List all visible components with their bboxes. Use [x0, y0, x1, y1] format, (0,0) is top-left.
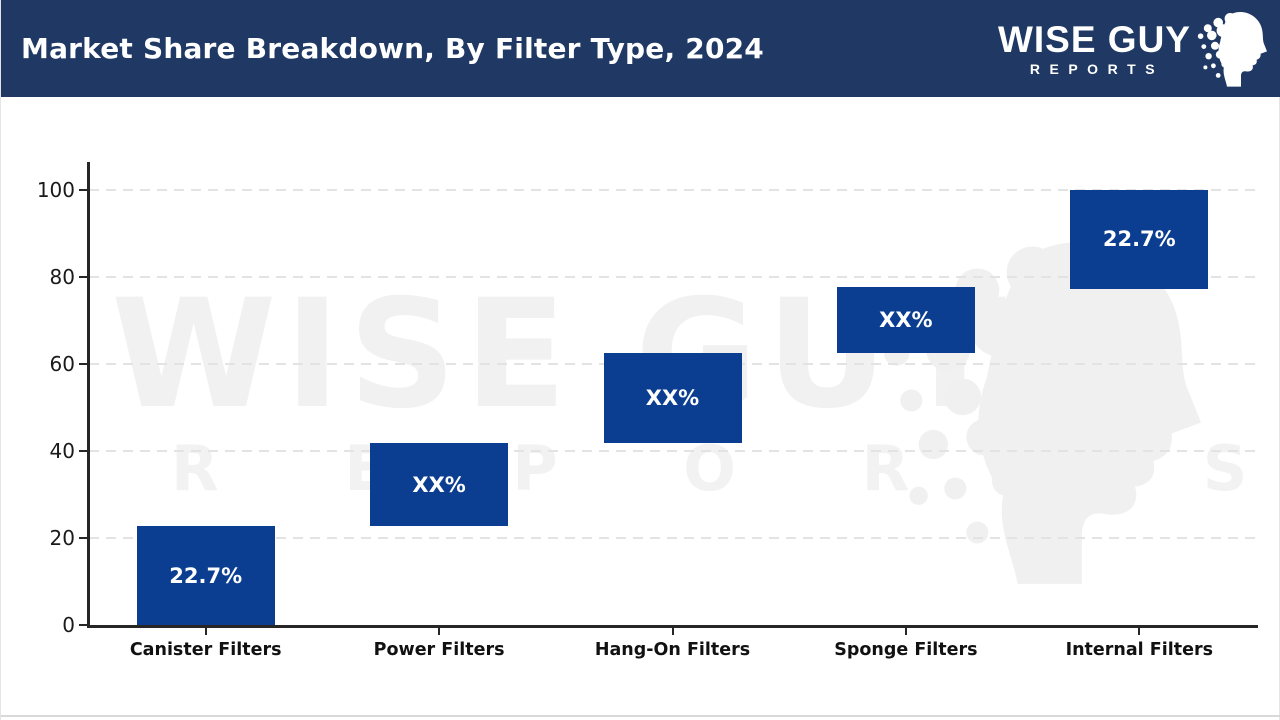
bar-canister-filters: 22.7%	[136, 526, 275, 625]
gridline-20	[89, 537, 1256, 539]
logo-text-block: WISE GUY REPORTS	[998, 21, 1191, 77]
category-label-4: Internal Filters	[1065, 640, 1214, 660]
x-tick-mark-2	[671, 628, 674, 635]
y-tick-mark-100	[79, 189, 87, 191]
category-label-0: Canister Filters	[129, 640, 282, 660]
x-tick-mark-3	[904, 628, 907, 635]
bar-value-label: 22.7%	[169, 563, 243, 588]
y-tick-label-100: 100	[36, 178, 75, 202]
x-axis-line	[87, 625, 1258, 628]
category-label-2: Hang-On Filters	[594, 640, 751, 660]
y-tick-mark-60	[79, 363, 87, 365]
y-tick-label-60: 60	[49, 352, 75, 376]
header: Market Share Breakdown, By Filter Type, …	[1, 0, 1280, 97]
gridline-40	[89, 450, 1256, 452]
gridline-80	[89, 276, 1256, 278]
logo-subtext: REPORTS	[1029, 61, 1165, 77]
bar-value-label: XX%	[412, 472, 466, 497]
bar-hang-on-filters: XX%	[603, 353, 742, 444]
x-tick-mark-1	[438, 628, 441, 635]
x-tick-mark-4	[1138, 628, 1141, 635]
y-tick-label-0: 0	[62, 613, 75, 637]
bar-value-label: 22.7%	[1102, 227, 1176, 252]
y-tick-label-40: 40	[49, 439, 75, 463]
wiseguy-logo: WISE GUY REPORTS	[998, 4, 1267, 94]
bar-power-filters: XX%	[370, 443, 509, 527]
bar-value-label: XX%	[645, 386, 700, 411]
category-label-3: Sponge Filters	[834, 640, 978, 660]
category-label-1: Power Filters	[373, 640, 505, 660]
y-tick-mark-80	[79, 276, 87, 278]
page-title: Market Share Breakdown, By Filter Type, …	[21, 32, 764, 65]
bar-internal-filters: 22.7%	[1070, 190, 1209, 289]
logo-wordmark: WISE GUY	[997, 19, 1191, 60]
y-tick-label-20: 20	[49, 526, 75, 550]
y-tick-mark-20	[79, 537, 87, 539]
bar-sponge-filters: XX%	[836, 286, 975, 354]
y-tick-mark-40	[79, 450, 87, 452]
y-axis-line	[87, 162, 90, 628]
wiseguy-head-icon	[1197, 12, 1267, 87]
gridline-100	[89, 189, 1256, 191]
bottom-divider	[1, 715, 1280, 717]
y-tick-label-80: 80	[49, 265, 75, 289]
y-tick-mark-0	[79, 624, 87, 626]
x-tick-mark-0	[204, 628, 207, 635]
bar-value-label: XX%	[879, 307, 933, 332]
